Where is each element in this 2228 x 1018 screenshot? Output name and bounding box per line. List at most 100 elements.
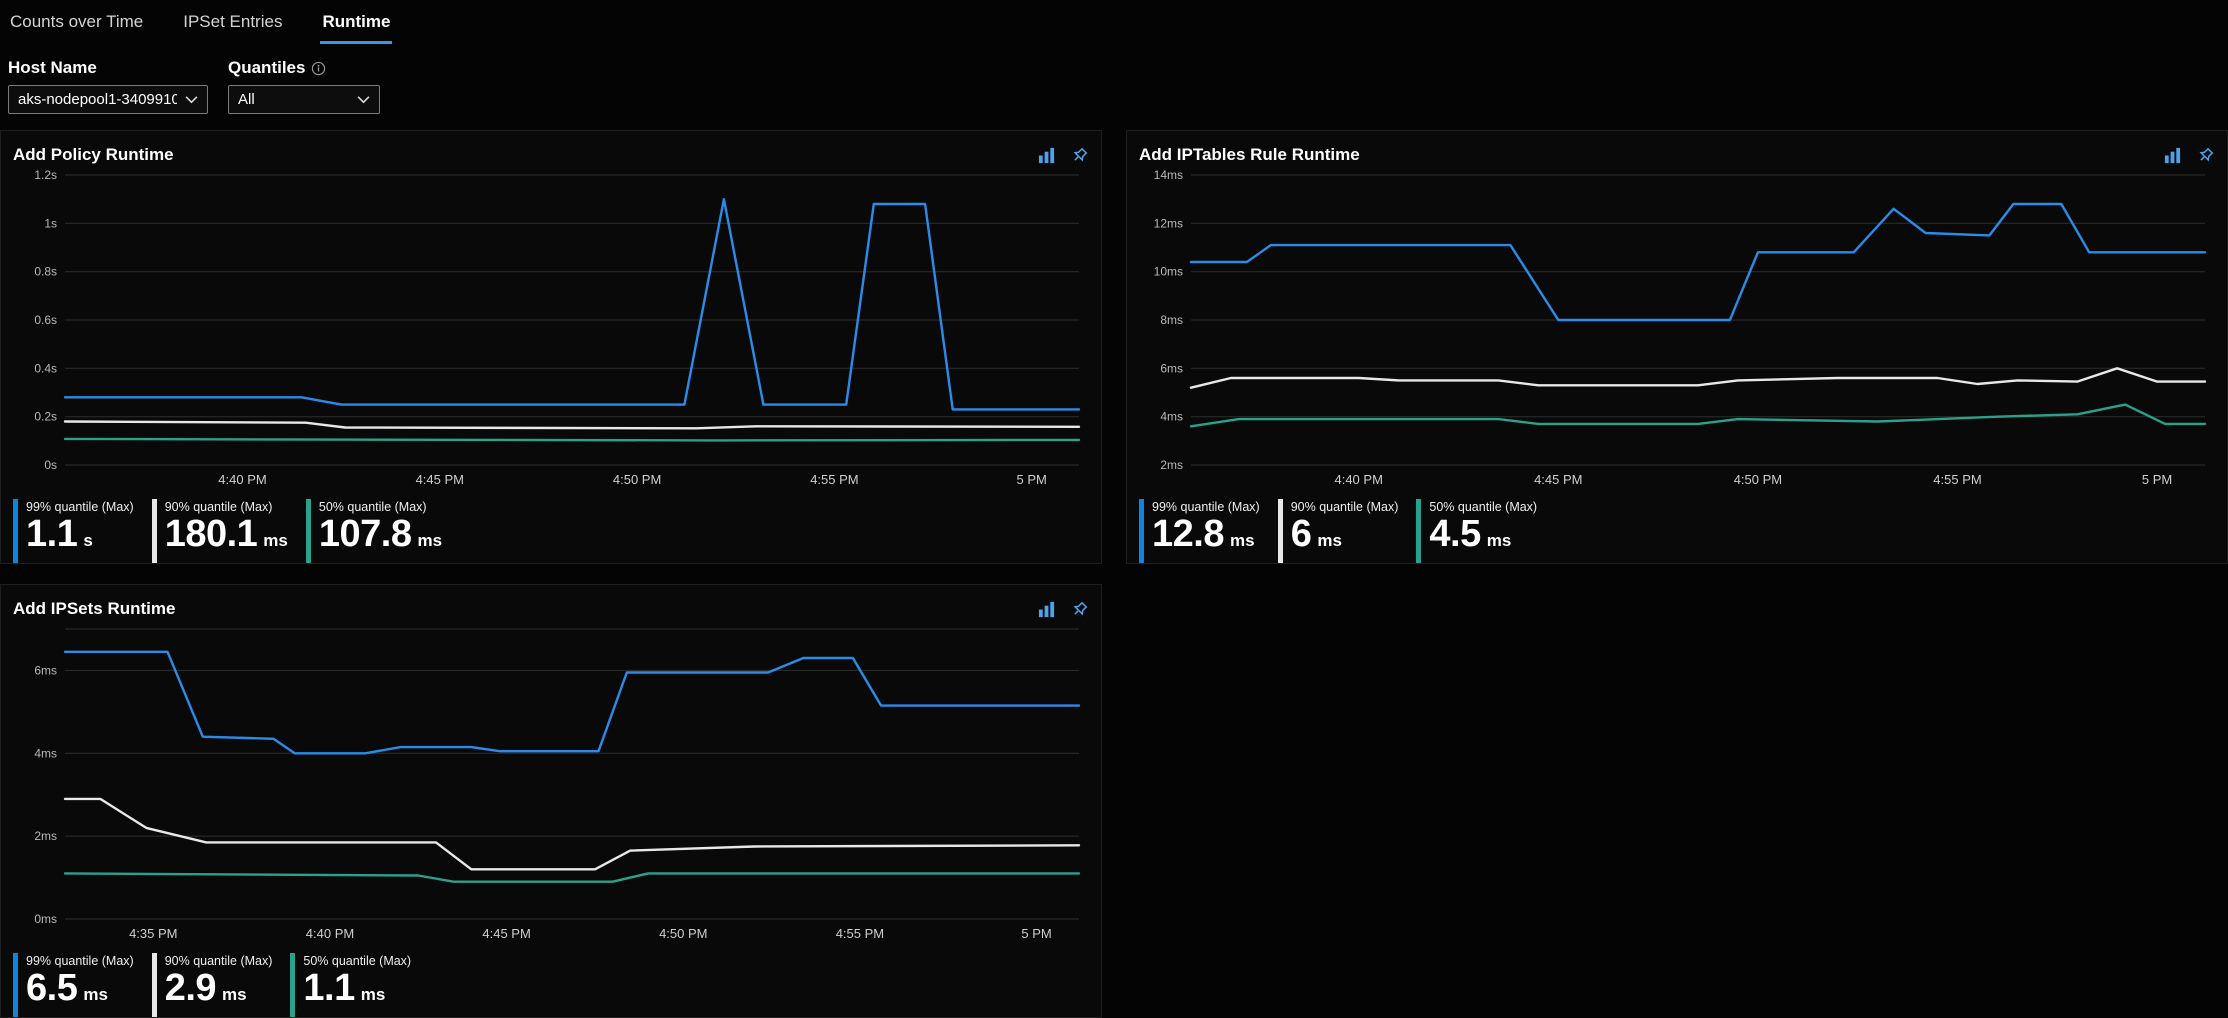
- legend-unit: ms: [360, 985, 386, 1004]
- legend-item: 50% quantile (Max) 4.5 ms: [1416, 499, 1537, 563]
- legend-item: 99% quantile (Max) 12.8 ms: [1139, 499, 1260, 563]
- svg-text:0.6s: 0.6s: [34, 313, 57, 327]
- quantiles-select[interactable]: All: [228, 85, 380, 114]
- info-icon[interactable]: [311, 61, 326, 76]
- svg-text:4:50 PM: 4:50 PM: [659, 926, 707, 941]
- svg-text:0.8s: 0.8s: [34, 265, 57, 279]
- svg-text:6ms: 6ms: [1160, 361, 1183, 375]
- line-chart: 2ms 4ms 6ms 8ms 10ms 12ms 14ms 4:40 PM 4:45 PM 4:…: [1139, 169, 2215, 491]
- svg-text:10ms: 10ms: [1154, 265, 1183, 279]
- legend-color-bar: [13, 953, 18, 1017]
- quantiles-label: Quantiles: [228, 58, 306, 77]
- svg-text:4:55 PM: 4:55 PM: [810, 472, 858, 487]
- legend-unit: ms: [1229, 531, 1255, 550]
- line-chart: 0s 0.2s 0.4s 0.6s 0.8s 1s 1.2s 4:40 PM 4:45 PM 4:…: [13, 169, 1089, 491]
- legend-label: 99% quantile (Max): [1152, 500, 1260, 514]
- quantiles-value: All: [238, 91, 255, 108]
- host-name-label: Host Name: [8, 58, 97, 77]
- legend-label: 99% quantile (Max): [26, 500, 134, 514]
- panel-add-iptables-rule-runtime: Add IPTables Rule Runtime 2ms 4ms 6ms 8ms 10…: [1126, 130, 2228, 564]
- chart-legend: 99% quantile (Max) 6.5 ms 90% quantile (M…: [13, 953, 1089, 1017]
- legend-color-bar: [151, 499, 157, 563]
- legend-color-bar: [1139, 499, 1144, 563]
- legend-label: 90% quantile (Max): [164, 954, 273, 968]
- svg-text:14ms: 14ms: [1154, 169, 1183, 182]
- legend-item: 99% quantile (Max) 6.5 ms: [13, 953, 134, 1017]
- legend-color-bar: [290, 953, 296, 1017]
- host-name-value: aks-nodepool1-34099109...: [18, 91, 177, 108]
- svg-text:4:50 PM: 4:50 PM: [1734, 472, 1782, 487]
- legend-value: 2.9: [164, 967, 217, 1009]
- legend-value: 6.5: [26, 967, 78, 1009]
- quantiles-filter: Quantiles All: [228, 58, 380, 114]
- tab-runtime[interactable]: Runtime: [320, 10, 393, 44]
- legend-label: 90% quantile (Max): [1290, 500, 1399, 514]
- chart-legend: 99% quantile (Max) 1.1 s 90% quantile (Ma…: [13, 499, 1089, 563]
- legend-item: 90% quantile (Max) 180.1 ms: [151, 499, 288, 563]
- svg-text:4:55 PM: 4:55 PM: [1933, 472, 1981, 487]
- svg-text:4ms: 4ms: [1160, 410, 1183, 424]
- chart-legend: 99% quantile (Max) 12.8 ms 90% quantile (…: [1139, 499, 2215, 563]
- tab-counts-over-time[interactable]: Counts over Time: [10, 12, 144, 31]
- svg-text:0.4s: 0.4s: [34, 361, 57, 375]
- legend-unit: ms: [417, 531, 443, 550]
- tab-ipset-entries[interactable]: IPSet Entries: [183, 12, 283, 31]
- legend-label: 50% quantile (Max): [303, 954, 412, 968]
- pin-icon[interactable]: [1070, 146, 1089, 165]
- svg-text:4:45 PM: 4:45 PM: [416, 472, 464, 487]
- legend-value: 4.5: [1429, 513, 1481, 555]
- legend-label: 50% quantile (Max): [318, 500, 427, 514]
- svg-text:5 PM: 5 PM: [1021, 926, 1051, 941]
- bar-chart-icon[interactable]: [1037, 600, 1056, 619]
- svg-text:4:35 PM: 4:35 PM: [129, 926, 177, 941]
- legend-unit: s: [83, 531, 93, 550]
- svg-text:1.2s: 1.2s: [34, 169, 57, 182]
- legend-value: 180.1: [164, 513, 258, 555]
- legend-color-bar: [1416, 499, 1422, 563]
- legend-item: 50% quantile (Max) 107.8 ms: [305, 499, 443, 563]
- legend-item: 90% quantile (Max) 6 ms: [1277, 499, 1399, 563]
- svg-text:4:50 PM: 4:50 PM: [613, 472, 661, 487]
- chevron-down-icon: [185, 96, 198, 104]
- host-name-filter: Host Name aks-nodepool1-34099109...: [8, 58, 208, 114]
- svg-text:4:40 PM: 4:40 PM: [306, 926, 354, 941]
- legend-value: 1.1: [303, 967, 355, 1009]
- bar-chart-icon[interactable]: [1037, 146, 1056, 165]
- legend-color-bar: [13, 499, 18, 563]
- legend-value: 6: [1290, 513, 1312, 555]
- panel-title: Add Policy Runtime: [13, 145, 174, 164]
- svg-text:4:40 PM: 4:40 PM: [1334, 472, 1382, 487]
- svg-text:2ms: 2ms: [1160, 458, 1183, 472]
- legend-unit: ms: [222, 985, 247, 1004]
- svg-text:4:45 PM: 4:45 PM: [1534, 472, 1582, 487]
- legend-label: 99% quantile (Max): [26, 954, 134, 968]
- tab-bar: Counts over Time IPSet Entries Runtime: [0, 0, 2228, 44]
- svg-text:1s: 1s: [44, 216, 57, 230]
- pin-icon[interactable]: [2196, 146, 2215, 165]
- legend-unit: ms: [1486, 531, 1512, 550]
- chevron-down-icon: [357, 96, 370, 104]
- legend-value: 1.1: [26, 513, 78, 555]
- pin-icon[interactable]: [1070, 600, 1089, 619]
- legend-value: 107.8: [318, 513, 412, 555]
- svg-text:6ms: 6ms: [34, 663, 57, 677]
- svg-text:5 PM: 5 PM: [2142, 472, 2172, 487]
- svg-text:0s: 0s: [44, 458, 57, 472]
- legend-color-bar: [305, 499, 311, 563]
- host-name-select[interactable]: aks-nodepool1-34099109...: [8, 85, 208, 114]
- line-chart: 0ms 2ms 4ms 6ms 4:35 PM 4:40 PM 4:45 PM 4:50 PM…: [13, 623, 1089, 945]
- legend-unit: ms: [263, 531, 288, 550]
- svg-text:2ms: 2ms: [34, 829, 57, 843]
- svg-text:4:40 PM: 4:40 PM: [218, 472, 266, 487]
- legend-unit: ms: [1317, 531, 1342, 550]
- legend-unit: ms: [83, 985, 108, 1004]
- legend-label: 50% quantile (Max): [1429, 500, 1538, 514]
- svg-text:4:45 PM: 4:45 PM: [482, 926, 530, 941]
- svg-text:4ms: 4ms: [34, 746, 57, 760]
- filter-bar: Host Name aks-nodepool1-34099109... Quan…: [0, 44, 2228, 114]
- svg-text:4:55 PM: 4:55 PM: [836, 926, 884, 941]
- legend-value: 12.8: [1152, 513, 1224, 555]
- panel-add-policy-runtime: Add Policy Runtime 0s 0.2s 0.4s 0.6s 0.8s 1s 1…: [0, 130, 1102, 564]
- svg-text:5 PM: 5 PM: [1017, 472, 1047, 487]
- bar-chart-icon[interactable]: [2163, 146, 2182, 165]
